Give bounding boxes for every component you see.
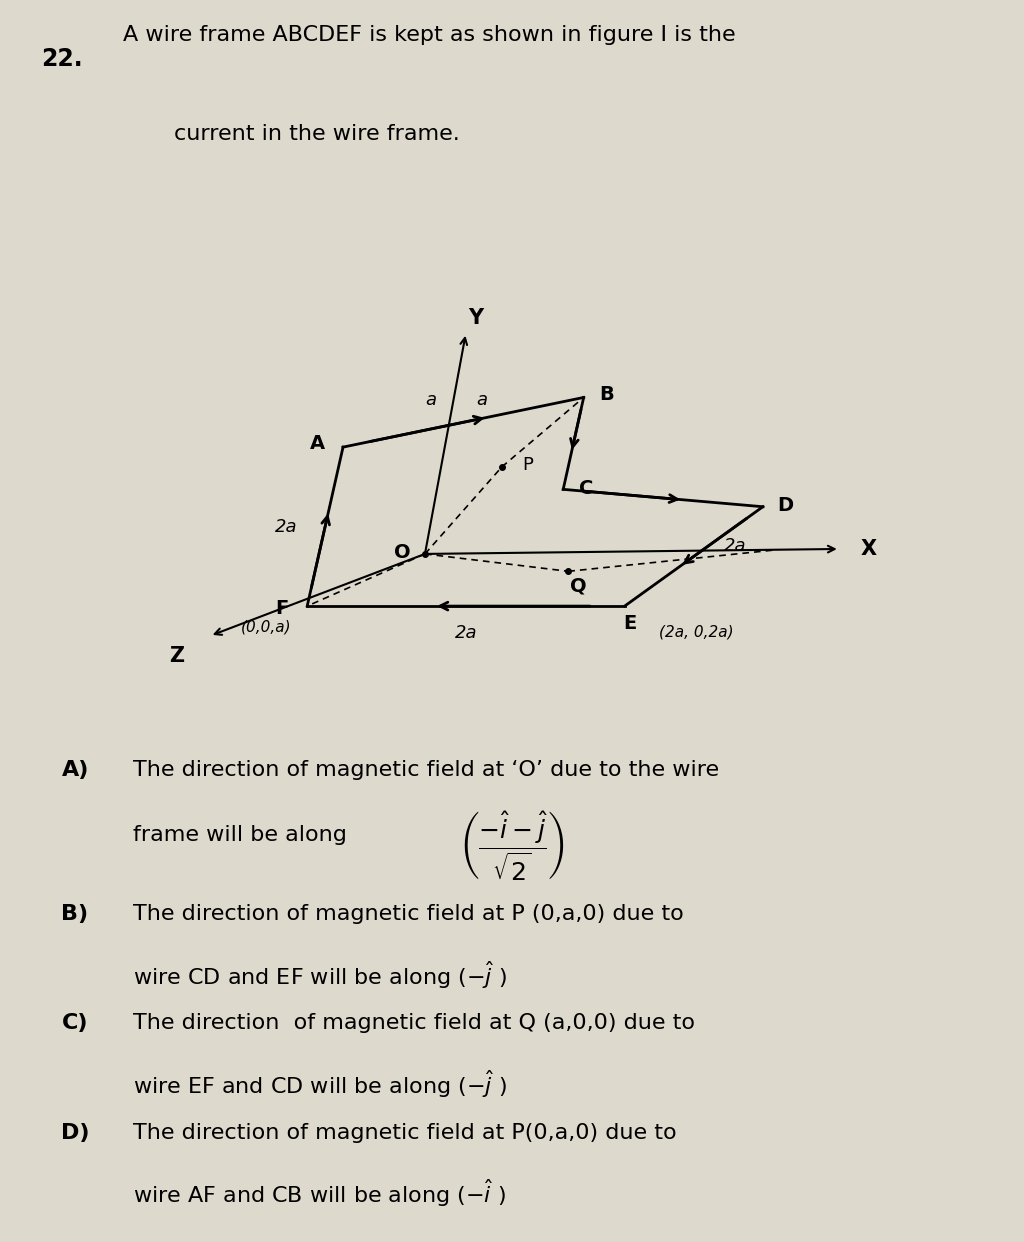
Text: wire EF and CD will be along $(-\hat{j}\ )$: wire EF and CD will be along $(-\hat{j}\… [133, 1068, 507, 1100]
Text: frame will be along: frame will be along [133, 825, 347, 845]
Text: 22.: 22. [41, 47, 83, 71]
Text: D): D) [61, 1123, 90, 1143]
Text: The direction of magnetic field at P(0,a,0) due to: The direction of magnetic field at P(0,a… [133, 1123, 677, 1143]
Text: F: F [275, 599, 288, 619]
Text: a: a [425, 391, 436, 409]
Text: 2a: 2a [724, 538, 745, 555]
Text: Q: Q [570, 576, 587, 596]
Text: Z: Z [169, 646, 184, 666]
Text: A: A [310, 433, 325, 452]
Text: P: P [522, 456, 534, 473]
Text: wire CD and EF will be along $(-\hat{j}\ )$: wire CD and EF will be along $(-\hat{j}\… [133, 959, 507, 991]
Text: B: B [599, 385, 613, 405]
Text: A wire frame ABCDEF is kept as shown in figure I is the: A wire frame ABCDEF is kept as shown in … [123, 25, 735, 45]
Text: X: X [860, 539, 877, 559]
Text: D: D [777, 497, 794, 515]
Text: B): B) [61, 904, 88, 924]
Text: $\left(\dfrac{-\hat{i}-\hat{j}}{\sqrt{2}}\right)$: $\left(\dfrac{-\hat{i}-\hat{j}}{\sqrt{2}… [461, 810, 564, 883]
Text: a: a [476, 391, 486, 409]
Text: (2a, 0,2a): (2a, 0,2a) [659, 625, 733, 640]
Text: 2a: 2a [275, 518, 297, 535]
Text: A): A) [61, 760, 89, 780]
Text: C): C) [61, 1013, 88, 1033]
Text: 2a: 2a [455, 625, 477, 642]
Text: (0,0,a): (0,0,a) [241, 620, 292, 635]
Text: The direction  of magnetic field at Q (a,0,0) due to: The direction of magnetic field at Q (a,… [133, 1013, 695, 1033]
Text: O: O [394, 544, 411, 563]
Text: The direction of magnetic field at ‘O’ due to the wire: The direction of magnetic field at ‘O’ d… [133, 760, 719, 780]
Text: The direction of magnetic field at P (0,a,0) due to: The direction of magnetic field at P (0,… [133, 904, 684, 924]
Text: current in the wire frame.: current in the wire frame. [174, 124, 460, 144]
Text: wire AF and CB will be along $(-\hat{i}\ )$: wire AF and CB will be along $(-\hat{i}\… [133, 1177, 506, 1210]
Text: E: E [624, 614, 636, 633]
Text: C: C [579, 479, 593, 498]
Text: Y: Y [469, 308, 483, 328]
